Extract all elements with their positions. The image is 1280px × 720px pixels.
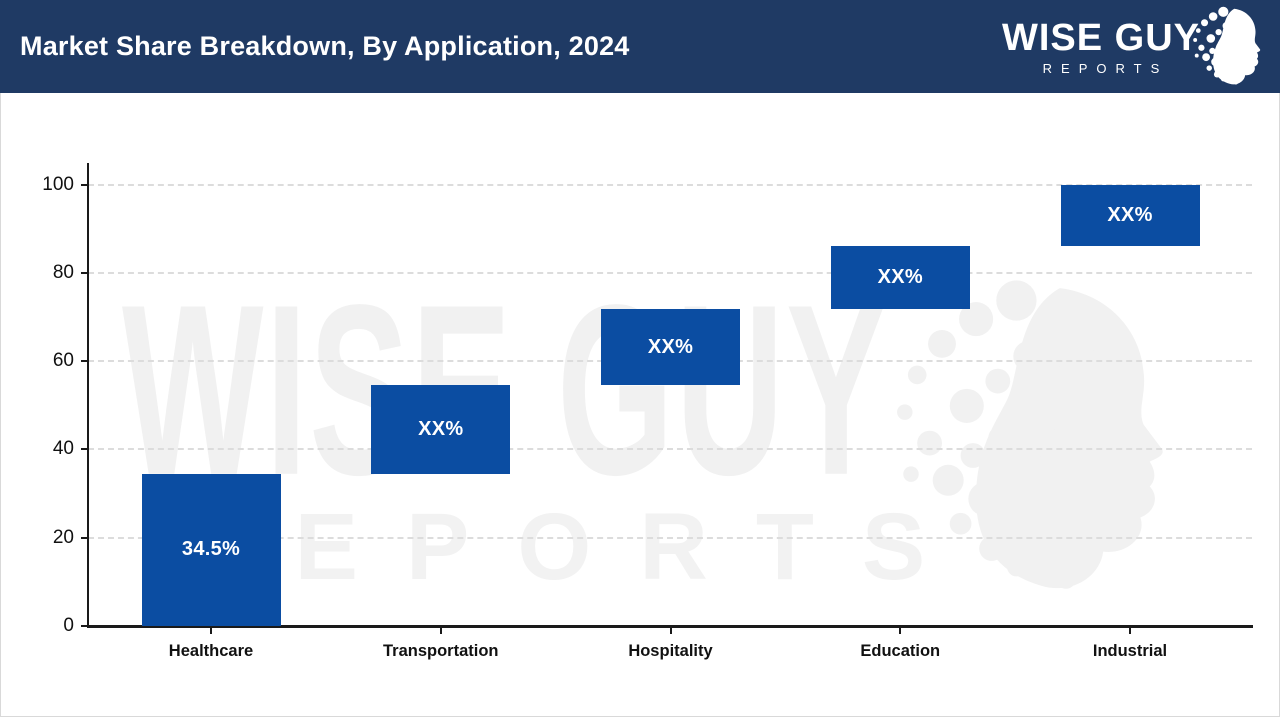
- bar-value-label: 34.5%: [181, 538, 241, 561]
- y-tick-label: 60: [52, 350, 74, 372]
- y-axis-tick: [81, 183, 88, 186]
- y-axis-tick: [81, 271, 88, 274]
- bar-value-label: XX%: [418, 418, 464, 441]
- y-tick-label: 20: [52, 526, 74, 548]
- bar-value-label: XX%: [877, 265, 923, 288]
- y-axis-tick: [81, 360, 88, 363]
- bar-value-label: XX%: [1107, 203, 1153, 226]
- x-axis-tick: [1129, 626, 1131, 634]
- gridline: [88, 536, 1252, 539]
- y-axis-line: [87, 163, 89, 628]
- y-tick-label: 80: [52, 261, 74, 283]
- y-tick-label: 40: [52, 438, 74, 460]
- x-axis-tick: [669, 626, 672, 634]
- wise-guy-reports-logo: WISE GUY REPORTS: [1002, 4, 1270, 90]
- bar-value-label: XX%: [647, 335, 694, 358]
- logo-wiseguy-label: WISE GUY: [1001, 16, 1200, 59]
- logo-text: WISE GUY REPORTS: [1002, 19, 1200, 76]
- bar-healthcare: [141, 473, 281, 626]
- header-bar: Market Share Breakdown, By Application, …: [0, 0, 1280, 93]
- chart-title: Market Share Breakdown, By Application, …: [20, 31, 630, 61]
- y-axis-tick: [81, 536, 88, 539]
- x-axis-tick: [439, 626, 442, 634]
- gridline: [88, 448, 1252, 451]
- bar-industrial: [1060, 184, 1200, 246]
- x-axis-tick: [899, 626, 902, 634]
- bar-transportation: [371, 385, 511, 474]
- y-tick-label: 100: [42, 173, 74, 195]
- category-label: Hospitality: [628, 642, 713, 660]
- gridline: [88, 183, 1252, 186]
- category-label: Healthcare: [168, 642, 254, 660]
- gridline: [88, 271, 1252, 274]
- y-tick-label: 0: [63, 615, 74, 636]
- x-axis-tick: [210, 626, 212, 634]
- logo-reports-label: REPORTS: [1042, 60, 1169, 76]
- bar-hospitality: [601, 309, 740, 386]
- category-label: Industrial: [1092, 642, 1168, 660]
- y-axis-tick: [81, 625, 88, 627]
- y-axis-tick: [81, 448, 88, 451]
- logo-head-icon: [1193, 6, 1261, 85]
- category-label: Transportation: [382, 642, 499, 660]
- category-label: Education: [860, 642, 941, 660]
